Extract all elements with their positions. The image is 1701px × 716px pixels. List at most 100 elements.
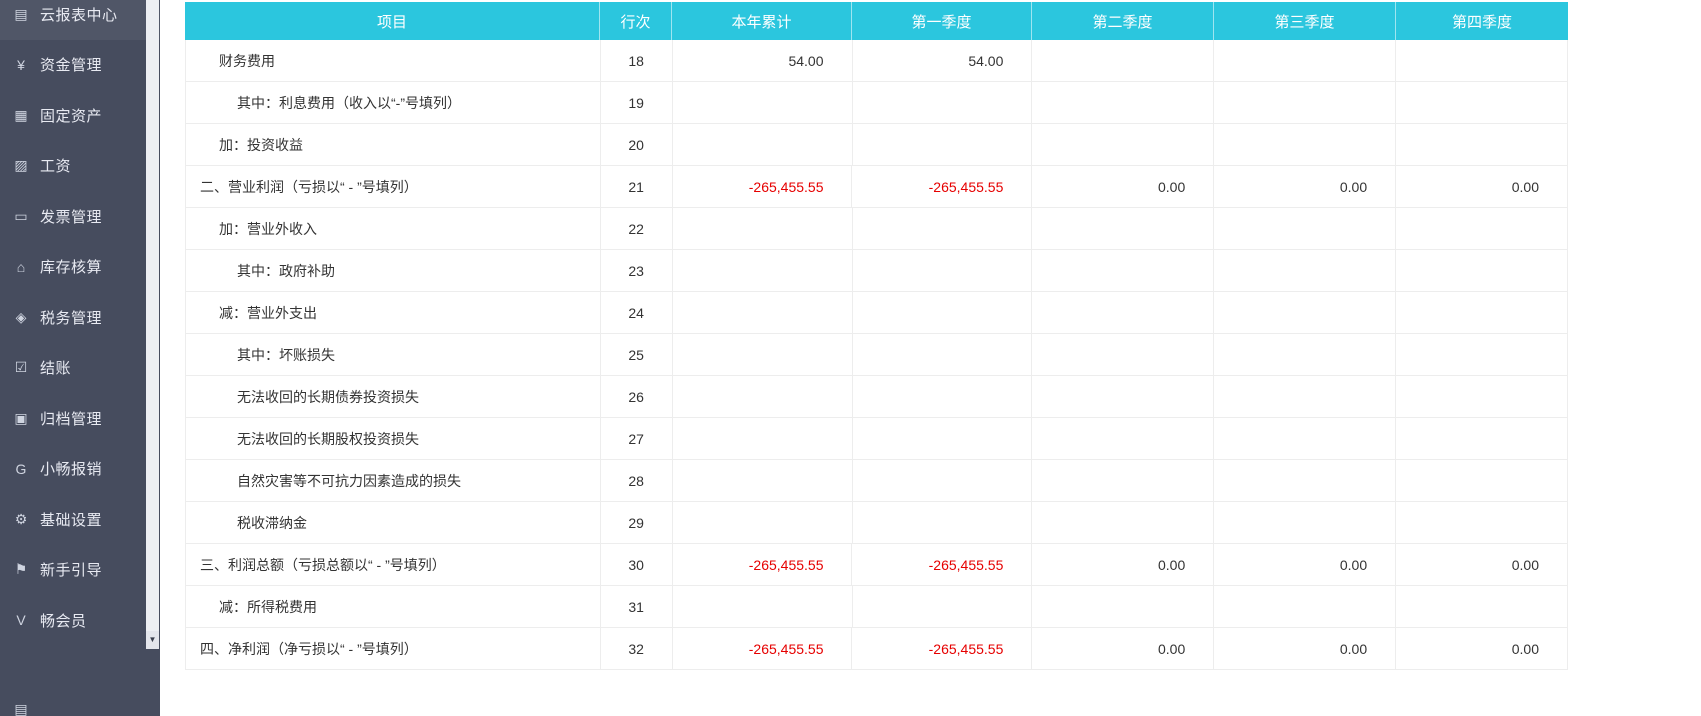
sidebar-item-inventory-accounting[interactable]: ⌂ 库存核算 bbox=[0, 242, 160, 293]
sidebar-item-beginner-guide[interactable]: ⚑ 新手引导 bbox=[0, 545, 160, 596]
value-cell bbox=[1396, 82, 1568, 123]
sidebar-item-cloud-report-center[interactable]: ▤ 云报表中心 bbox=[0, 0, 160, 40]
value-cell bbox=[1396, 586, 1568, 627]
sidebar-item-archive-management[interactable]: ▣ 归档管理 bbox=[0, 393, 160, 444]
basic-settings-icon: ⚙ bbox=[14, 510, 28, 527]
beginner-guide-icon: ⚑ bbox=[14, 561, 28, 578]
value-cell bbox=[853, 376, 1033, 417]
column-header-0: 项目 bbox=[185, 2, 600, 40]
value-cell bbox=[853, 82, 1033, 123]
table-row: 二、营业利润（亏损以“ - ”号填列） 21 -265,455.55 -265,455… bbox=[186, 166, 1568, 208]
value-cell bbox=[1032, 502, 1215, 543]
value-cell bbox=[853, 586, 1033, 627]
table-row: 无法收回的长期债券投资损失 26 bbox=[186, 376, 1568, 418]
value-cell bbox=[1214, 334, 1397, 375]
line-no-cell: 23 bbox=[601, 250, 673, 291]
value-cell bbox=[1396, 124, 1568, 165]
value-cell bbox=[1032, 82, 1215, 123]
column-header-1: 行次 bbox=[600, 2, 672, 40]
value-cell bbox=[853, 292, 1033, 333]
sidebar-item-tax-management[interactable]: ◈ 税务管理 bbox=[0, 292, 160, 343]
value-cell bbox=[673, 418, 853, 459]
sidebar-item-xiaochang-reimburse[interactable]: G 小畅报销 bbox=[0, 444, 160, 495]
item-cell: 四、净利润（净亏损以“ - ”号填列） bbox=[186, 628, 601, 669]
value-cell bbox=[1396, 292, 1568, 333]
sidebar-item-label: 小畅报销 bbox=[40, 461, 103, 479]
value-cell bbox=[673, 208, 853, 249]
value-cell bbox=[673, 460, 853, 501]
table-row: 其中：政府补助 23 bbox=[186, 250, 1568, 292]
sidebar-item-label: 库存核算 bbox=[40, 259, 103, 277]
table-row: 其中：利息费用（收入以“-”号填列） 19 bbox=[186, 82, 1568, 124]
sidebar-item-label: 发票管理 bbox=[40, 208, 103, 226]
value-cell bbox=[1032, 334, 1215, 375]
value-cell bbox=[1396, 40, 1568, 81]
item-cell: 加：投资收益 bbox=[186, 124, 601, 165]
table-row: 税收滞纳金 29 bbox=[186, 502, 1568, 544]
value-cell bbox=[853, 502, 1033, 543]
table-row: 四、净利润（净亏损以“ - ”号填列） 32 -265,455.55 -265,455… bbox=[186, 628, 1568, 670]
sidebar-item-closing[interactable]: ☑ 结账 bbox=[0, 343, 160, 394]
scrollbar-down-button[interactable]: ▼ bbox=[146, 631, 159, 649]
value-cell: -265,455.55 bbox=[673, 628, 853, 669]
value-cell: 0.00 bbox=[1396, 166, 1568, 207]
column-header-2: 本年累计 bbox=[672, 2, 852, 40]
table-row: 财务费用 18 54.00 54.00 bbox=[186, 40, 1568, 82]
fixed-assets-icon: ▦ bbox=[14, 106, 28, 123]
value-cell: -265,455.55 bbox=[852, 544, 1033, 585]
value-cell: 54.00 bbox=[853, 40, 1033, 81]
item-cell: 其中：坏账损失 bbox=[186, 334, 601, 375]
value-cell bbox=[1032, 124, 1215, 165]
item-cell: 无法收回的长期股权投资损失 bbox=[186, 418, 601, 459]
line-no-cell: 19 bbox=[601, 82, 673, 123]
sidebar-item-fixed-assets[interactable]: ▦ 固定资产 bbox=[0, 90, 160, 141]
sidebar-scrollbar[interactable]: ▼ bbox=[146, 0, 159, 649]
value-cell: 0.00 bbox=[1214, 166, 1397, 207]
value-cell bbox=[853, 250, 1033, 291]
closing-icon: ☑ bbox=[14, 359, 28, 376]
sidebar-item-payroll[interactable]: ▨ 工资 bbox=[0, 141, 160, 192]
table-row: 加：营业外收入 22 bbox=[186, 208, 1568, 250]
value-cell bbox=[1032, 250, 1215, 291]
value-cell bbox=[1214, 250, 1397, 291]
partial-item-icon: ▤ bbox=[14, 701, 28, 716]
sidebar-item-fund-management[interactable]: ¥ 资金管理 bbox=[0, 40, 160, 91]
sidebar-item-basic-settings[interactable]: ⚙ 基础设置 bbox=[0, 494, 160, 545]
table-row: 三、利润总额（亏损总额以“ - ”号填列） 30 -265,455.55 -265,4… bbox=[186, 544, 1568, 586]
value-cell bbox=[1396, 418, 1568, 459]
column-header-5: 第三季度 bbox=[1214, 2, 1396, 40]
line-no-cell: 29 bbox=[601, 502, 673, 543]
line-no-cell: 28 bbox=[601, 460, 673, 501]
sidebar-item-partial[interactable]: ▤ bbox=[11, 701, 40, 716]
table-row: 减：营业外支出 24 bbox=[186, 292, 1568, 334]
sidebar-item-label: 结账 bbox=[40, 360, 72, 378]
sidebar-item-label: 归档管理 bbox=[40, 410, 103, 428]
value-cell bbox=[1396, 502, 1568, 543]
value-cell: 0.00 bbox=[1396, 628, 1568, 669]
fund-management-icon: ¥ bbox=[17, 56, 25, 73]
value-cell bbox=[673, 334, 853, 375]
value-cell bbox=[853, 124, 1033, 165]
sidebar-item-label: 云报表中心 bbox=[40, 6, 118, 24]
line-no-cell: 25 bbox=[601, 334, 673, 375]
column-header-3: 第一季度 bbox=[852, 2, 1032, 40]
value-cell bbox=[1032, 292, 1215, 333]
value-cell bbox=[673, 124, 853, 165]
value-cell bbox=[1214, 124, 1397, 165]
value-cell bbox=[1396, 250, 1568, 291]
sidebar-item-invoice-management[interactable]: ▭ 发票管理 bbox=[0, 191, 160, 242]
item-cell: 财务费用 bbox=[186, 40, 601, 81]
line-no-cell: 21 bbox=[601, 166, 673, 207]
line-no-cell: 30 bbox=[601, 544, 673, 585]
value-cell bbox=[1214, 208, 1397, 249]
item-cell: 其中：利息费用（收入以“-”号填列） bbox=[186, 82, 601, 123]
value-cell bbox=[1032, 418, 1215, 459]
item-cell: 加：营业外收入 bbox=[186, 208, 601, 249]
payroll-icon: ▨ bbox=[14, 157, 28, 174]
sidebar-item-label: 新手引导 bbox=[40, 562, 103, 580]
table-row: 无法收回的长期股权投资损失 27 bbox=[186, 418, 1568, 460]
line-no-cell: 22 bbox=[601, 208, 673, 249]
value-cell bbox=[853, 334, 1033, 375]
sidebar-item-chang-member[interactable]: V 畅会员 bbox=[0, 595, 160, 646]
